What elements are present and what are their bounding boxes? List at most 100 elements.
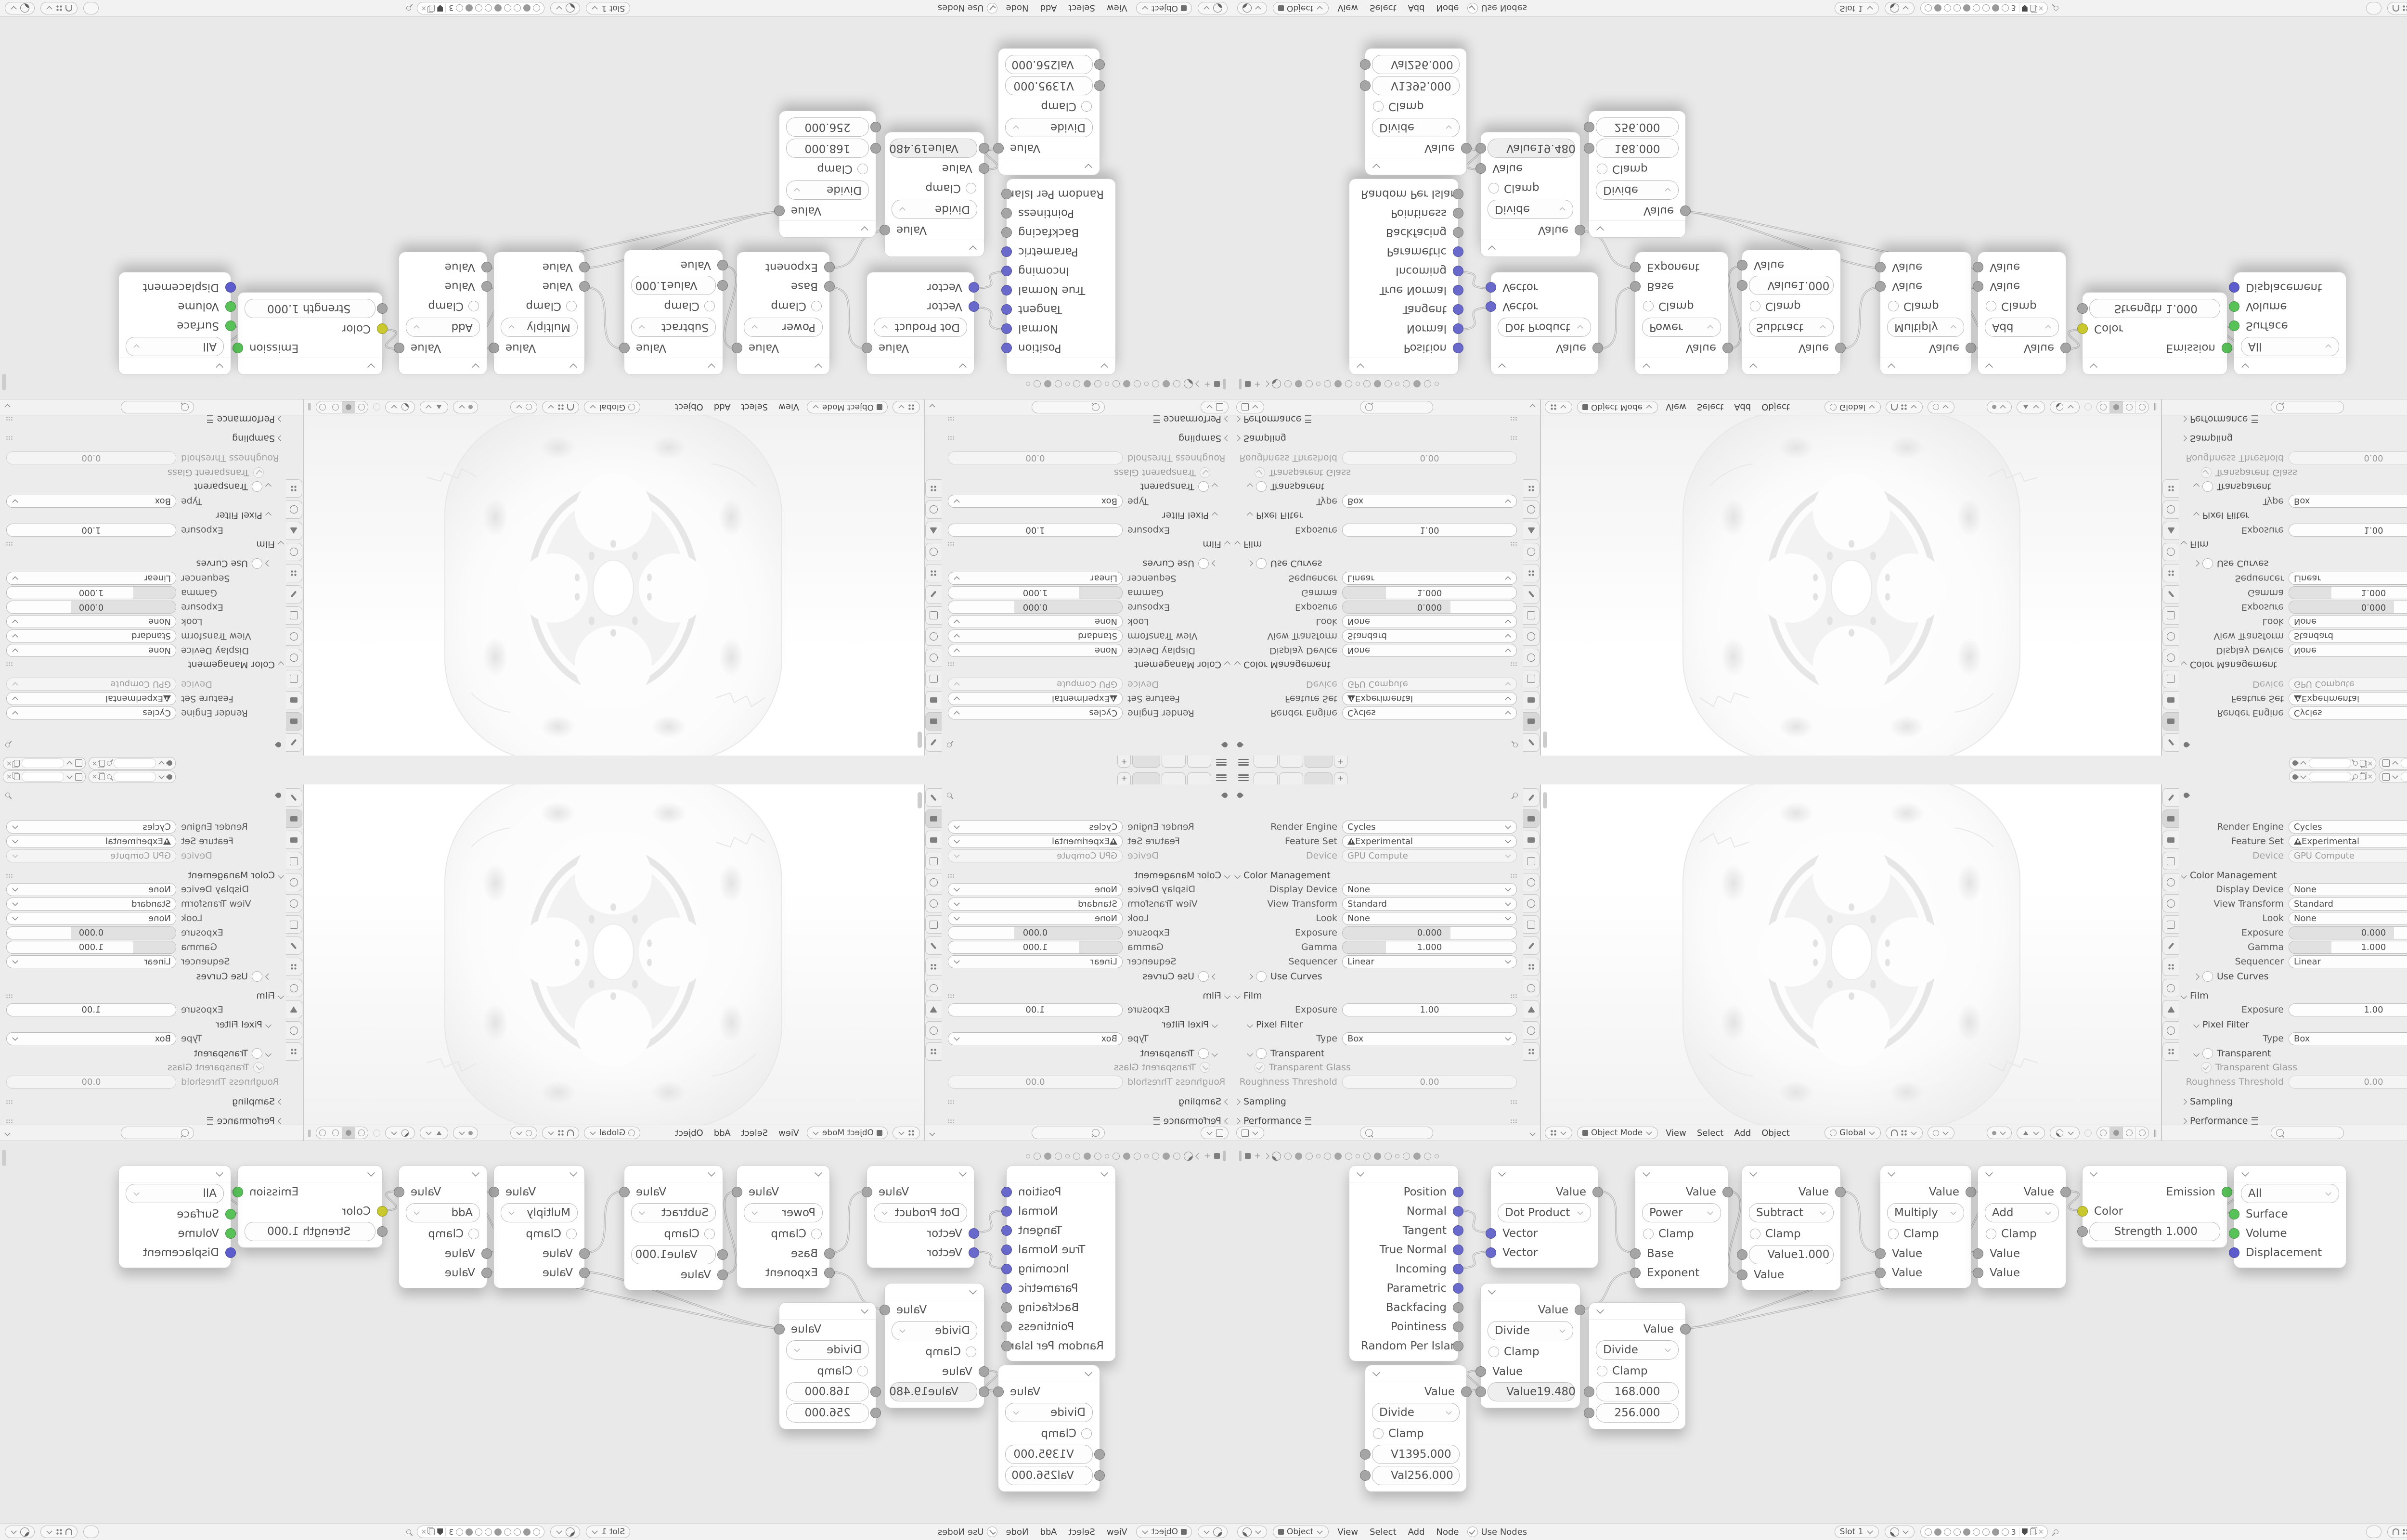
node-header[interactable]: [119, 1166, 231, 1182]
socket-vector[interactable]: [1001, 1187, 1012, 1197]
properties-tab-view-layer[interactable]: [1523, 852, 1540, 870]
panel-section-transparent[interactable]: Transparent: [1235, 479, 1521, 494]
orientation-dropdown[interactable]: Global: [583, 401, 640, 413]
properties-tab-particles[interactable]: [1523, 958, 1540, 976]
property-number-field[interactable]: 0.00: [948, 1075, 1123, 1089]
socket-value[interactable]: [481, 281, 492, 292]
node-operation-dropdown[interactable]: Dot Product: [874, 318, 967, 337]
node-header[interactable]: [867, 358, 974, 374]
socket-value[interactable]: [870, 122, 881, 132]
properties-tab-output[interactable]: [925, 691, 942, 709]
property-select[interactable]: Cycles: [948, 706, 1123, 720]
panel-section-film[interactable]: Film: [2, 988, 284, 1003]
node-math-divide-a[interactable]: Value Divide Clamp Value Value 19.480: [1475, 132, 1585, 257]
properties-tab-modifiers[interactable]: [286, 585, 302, 603]
overlays-button[interactable]: [2049, 401, 2080, 413]
clamp-checkbox[interactable]: [811, 301, 822, 311]
drag-grip-icon[interactable]: [1510, 662, 1517, 667]
socket-value[interactable]: [979, 143, 989, 154]
socket-value[interactable]: [1630, 281, 1641, 292]
unlink-icon[interactable]: ×: [421, 1528, 427, 1536]
panel-section-film[interactable]: Film: [1234, 537, 1521, 552]
node-snap-toggle[interactable]: [40, 1526, 78, 1538]
mode-dropdown[interactable]: Object Mode: [806, 401, 888, 413]
properties-tab-physics[interactable]: [286, 979, 302, 997]
material-slot-dropdown[interactable]: Slot 1: [586, 2, 631, 14]
material-browse-button[interactable]: [550, 2, 581, 14]
properties-tab-tool[interactable]: [286, 733, 302, 752]
panel-section-sampling[interactable]: Sampling: [944, 431, 1230, 446]
clamp-checkbox[interactable]: [1373, 101, 1384, 112]
socket-value[interactable]: [870, 1408, 881, 1418]
material-slot-dropdown[interactable]: Slot 1: [1834, 2, 1879, 14]
property-number-field[interactable]: 1.00: [2289, 1003, 2407, 1016]
socket-value[interactable]: [579, 262, 590, 272]
node-math-add[interactable]: Value Add Clamp Value Value: [1973, 1165, 2071, 1288]
copy-icon[interactable]: [13, 760, 20, 767]
shading-rendered-icon[interactable]: [2136, 1127, 2148, 1139]
socket-vector[interactable]: [1453, 246, 1463, 257]
socket-vector[interactable]: [1001, 304, 1012, 315]
workspace-tab[interactable]: [1279, 772, 1303, 784]
panel-section-color-management[interactable]: Color Management: [1234, 868, 1521, 883]
socket-shader[interactable]: [233, 1187, 243, 1197]
property-number-field[interactable]: 0.00: [2289, 1075, 2407, 1089]
clamp-checkbox[interactable]: [1643, 1229, 1654, 1239]
drag-grip-icon[interactable]: [948, 417, 955, 422]
node-value-field[interactable]: 168.000: [1596, 139, 1679, 158]
pin-icon[interactable]: [2053, 4, 2060, 12]
properties-tab-object-data[interactable]: [2162, 522, 2179, 540]
node-header[interactable]: [1635, 358, 1728, 374]
drag-grip-icon[interactable]: [948, 542, 955, 547]
material-id-block[interactable]: 3 ×: [1920, 1526, 2048, 1538]
clamp-checkbox[interactable]: [1488, 183, 1499, 193]
viewport-editor-type-button[interactable]: [893, 1127, 920, 1139]
property-checkbox-row[interactable]: Transparent Glass: [1232, 1061, 1351, 1074]
node-value-field[interactable]: 256.000: [1596, 1403, 1679, 1423]
collapse-node-icon[interactable]: [1985, 363, 1993, 371]
node-value-field[interactable]: Val 256.000: [1005, 1466, 1093, 1485]
node-operation-dropdown[interactable]: Divide: [892, 200, 977, 219]
panel-section-performance[interactable]: Performance: [2, 415, 284, 426]
node-header[interactable]: [2083, 358, 2227, 374]
collapse-node-icon[interactable]: [1888, 1169, 1895, 1177]
node-operation-dropdown[interactable]: Add: [406, 1203, 480, 1222]
panel-section-use-curves[interactable]: Use Curves: [944, 969, 1229, 984]
collapse-node-icon[interactable]: [969, 1287, 977, 1295]
property-select[interactable]: Standard: [1342, 629, 1517, 643]
node-value-field[interactable]: Value 1.000: [631, 1245, 716, 1264]
node-header[interactable]: [1491, 358, 1598, 374]
property-select[interactable]: Experimental: [948, 692, 1123, 706]
property-select[interactable]: Experimental: [6, 692, 176, 706]
socket-vector[interactable]: [1486, 1228, 1496, 1239]
shading-solid-icon[interactable]: [2109, 401, 2123, 413]
socket-vector[interactable]: [1453, 1225, 1463, 1236]
shader-editor-type-button[interactable]: [1198, 1526, 1228, 1538]
proportional-edit-toggle[interactable]: [1928, 401, 1955, 413]
use-nodes-checkbox[interactable]: [1467, 1527, 1478, 1537]
node-operation-dropdown[interactable]: Divide: [1596, 180, 1679, 200]
snap-toggle[interactable]: [1886, 1127, 1923, 1139]
node-operation-dropdown[interactable]: Divide: [1488, 200, 1573, 219]
property-select[interactable]: Experimental: [1342, 692, 1517, 706]
collapse-node-icon[interactable]: [216, 363, 223, 371]
property-select[interactable]: Experimental: [2289, 834, 2407, 848]
panel-section-performance[interactable]: Performance: [1234, 415, 1521, 426]
node-header[interactable]: [1365, 158, 1466, 175]
properties-tab-texture[interactable]: [1523, 1042, 1540, 1061]
use-nodes-toggle[interactable]: Use Nodes: [938, 1527, 997, 1537]
shading-wireframe-icon[interactable]: [2097, 1127, 2110, 1139]
properties-tab-output[interactable]: [1523, 831, 1540, 849]
node-value-field[interactable]: Value 1.000: [1749, 1245, 1834, 1264]
properties-tab-physics[interactable]: [2162, 543, 2179, 561]
material-slot-dropdown[interactable]: Slot 1: [1834, 1526, 1879, 1538]
node-operation-dropdown[interactable]: All: [2241, 1184, 2339, 1203]
viewport-menu-add[interactable]: Add: [713, 1128, 731, 1138]
properties-tab-particles[interactable]: [286, 958, 302, 976]
collapse-node-icon[interactable]: [1085, 164, 1092, 171]
node-value-field[interactable]: Strength 1.000: [245, 1222, 375, 1241]
clamp-checkbox[interactable]: [1643, 301, 1654, 311]
node-header[interactable]: [2234, 1166, 2346, 1182]
drag-grip-icon[interactable]: [6, 1118, 13, 1123]
clamp-checkbox[interactable]: [966, 1347, 976, 1357]
